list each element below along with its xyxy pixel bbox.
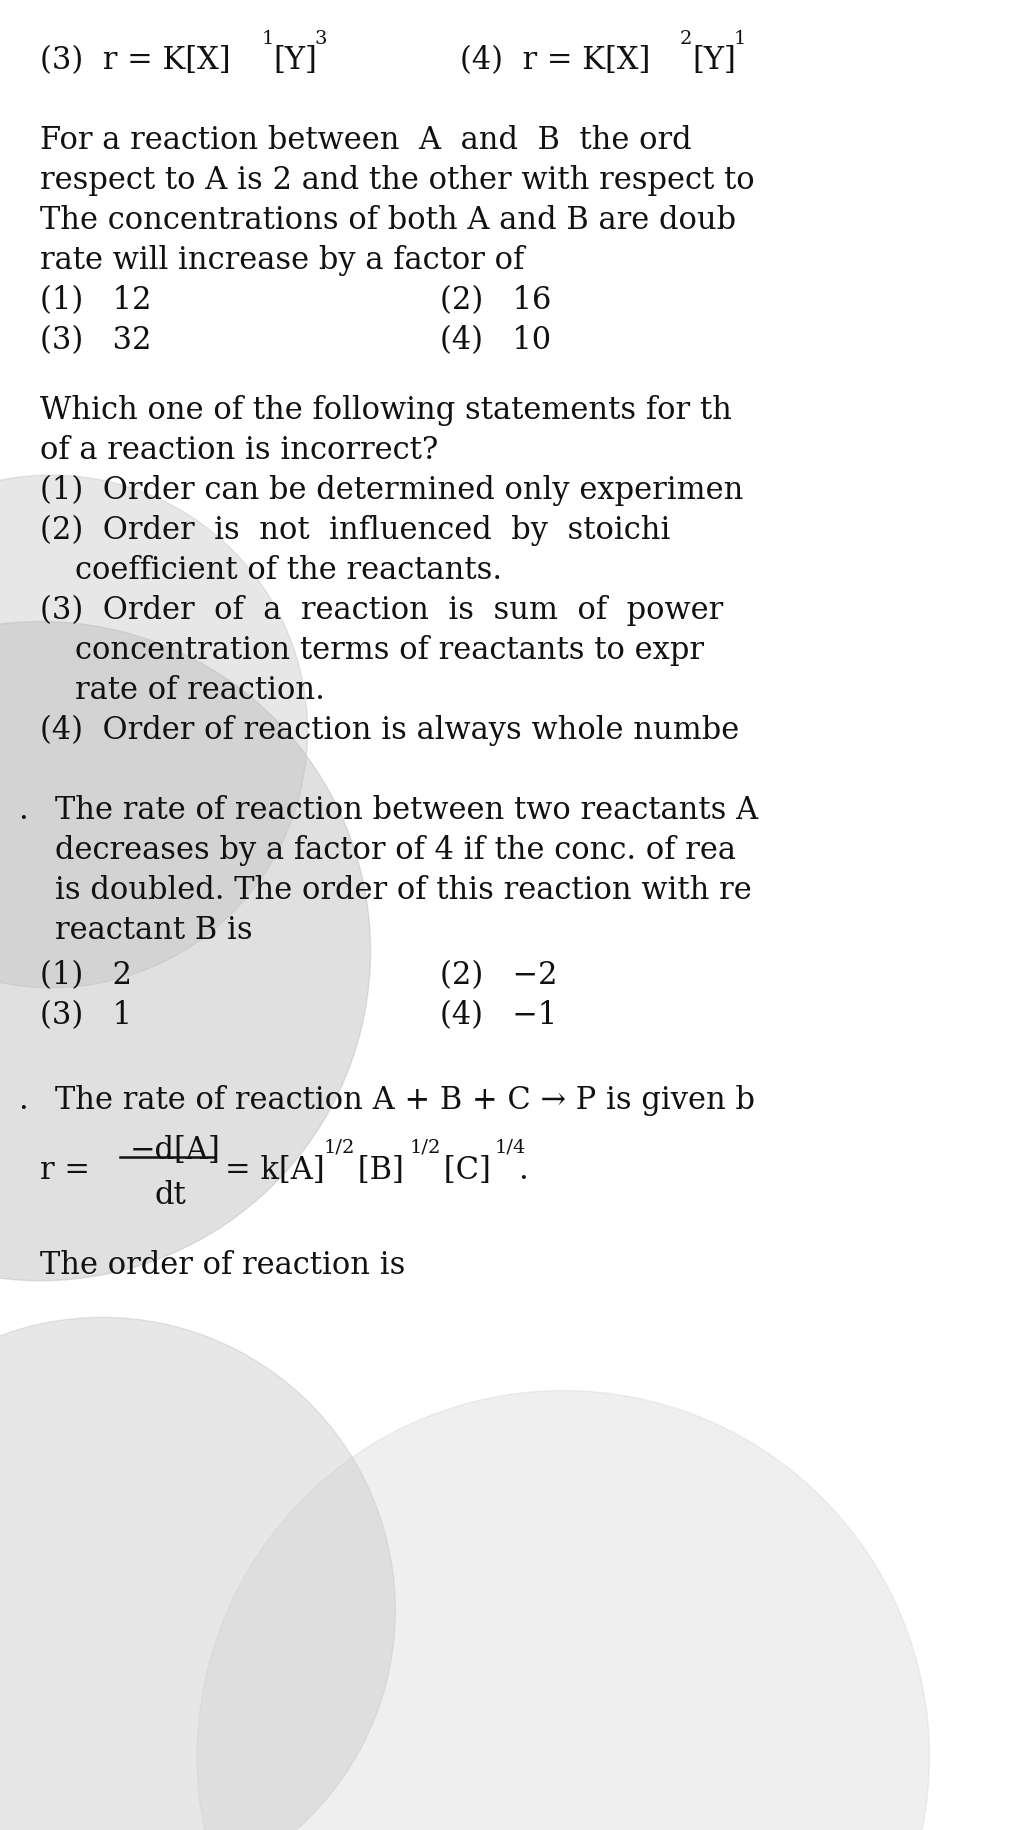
Text: [Y]: [Y] xyxy=(692,46,736,77)
Text: (1)   12: (1) 12 xyxy=(40,285,152,317)
Circle shape xyxy=(0,1318,395,1830)
Text: (3)  Order  of  a  reaction  is  sum  of  power: (3) Order of a reaction is sum of power xyxy=(40,595,723,626)
Text: of a reaction is incorrect?: of a reaction is incorrect? xyxy=(40,436,438,467)
Text: [C]: [C] xyxy=(434,1155,490,1186)
Text: For a reaction between  A  and  B  the ord: For a reaction between A and B the ord xyxy=(40,124,691,156)
Text: decreases by a factor of 4 if the conc. of rea: decreases by a factor of 4 if the conc. … xyxy=(55,834,736,866)
Text: = k[A]: = k[A] xyxy=(225,1155,325,1186)
Text: (3)   1: (3) 1 xyxy=(40,999,132,1030)
Text: is doubled. The order of this reaction with re: is doubled. The order of this reaction w… xyxy=(55,875,752,906)
Text: (2)   16: (2) 16 xyxy=(440,285,551,317)
Text: (3)  r = K[X]: (3) r = K[X] xyxy=(40,46,230,77)
Text: The rate of reaction A + B + C → P is given b: The rate of reaction A + B + C → P is gi… xyxy=(55,1085,755,1116)
Text: [B]: [B] xyxy=(348,1155,403,1186)
Text: 1/2: 1/2 xyxy=(324,1138,355,1155)
Text: coefficient of the reactants.: coefficient of the reactants. xyxy=(75,554,502,586)
Text: (4)   −1: (4) −1 xyxy=(440,999,557,1030)
Text: (2)  Order  is  not  influenced  by  stoichi: (2) Order is not influenced by stoichi xyxy=(40,514,671,545)
Text: respect to A is 2 and the other with respect to: respect to A is 2 and the other with res… xyxy=(40,165,755,196)
Text: The order of reaction is: The order of reaction is xyxy=(40,1250,406,1281)
Text: rate of reaction.: rate of reaction. xyxy=(75,675,325,706)
Text: reactant B is: reactant B is xyxy=(55,915,253,946)
Text: The rate of reaction between two reactants A: The rate of reaction between two reactan… xyxy=(55,794,758,825)
Text: r =: r = xyxy=(40,1155,90,1186)
Text: .: . xyxy=(18,1085,28,1116)
Text: (4)  Order of reaction is always whole numbe: (4) Order of reaction is always whole nu… xyxy=(40,714,739,747)
Text: (1)  Order can be determined only experimen: (1) Order can be determined only experim… xyxy=(40,474,743,505)
Text: (3)   32: (3) 32 xyxy=(40,324,152,355)
Text: [Y]: [Y] xyxy=(273,46,316,77)
Circle shape xyxy=(0,476,307,988)
Text: Which one of the following statements for th: Which one of the following statements fo… xyxy=(40,395,732,426)
Circle shape xyxy=(0,622,371,1281)
Text: concentration terms of reactants to expr: concentration terms of reactants to expr xyxy=(75,635,705,666)
Text: (1)   2: (1) 2 xyxy=(40,959,132,990)
Text: −d[A]: −d[A] xyxy=(130,1135,221,1166)
Text: (4)   10: (4) 10 xyxy=(440,324,551,355)
Text: 1: 1 xyxy=(734,29,746,48)
Text: rate will increase by a factor of: rate will increase by a factor of xyxy=(40,245,524,276)
Text: 1/4: 1/4 xyxy=(495,1138,526,1155)
Circle shape xyxy=(197,1391,930,1830)
Text: 1/2: 1/2 xyxy=(410,1138,441,1155)
Text: 3: 3 xyxy=(315,29,328,48)
Text: 1: 1 xyxy=(262,29,274,48)
Text: (4)  r = K[X]: (4) r = K[X] xyxy=(460,46,650,77)
Text: dt: dt xyxy=(155,1179,186,1210)
Text: 2: 2 xyxy=(680,29,692,48)
Text: (2)   −2: (2) −2 xyxy=(440,959,557,990)
Text: .: . xyxy=(518,1155,527,1186)
Text: The concentrations of both A and B are doub: The concentrations of both A and B are d… xyxy=(40,205,736,236)
Text: .: . xyxy=(18,794,28,825)
